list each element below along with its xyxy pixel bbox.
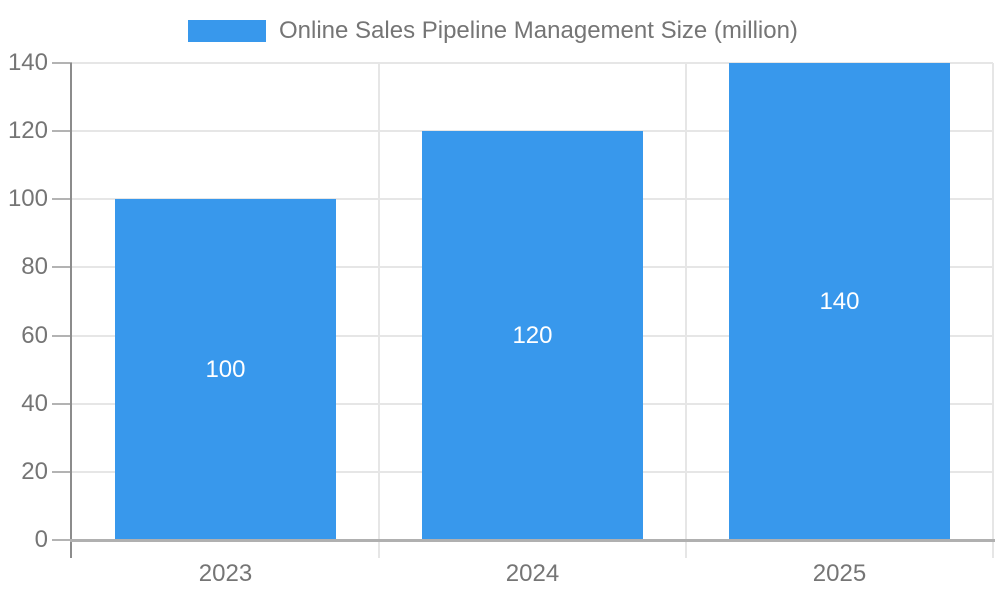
legend-color-swatch bbox=[188, 20, 266, 42]
category-boundary-line bbox=[378, 63, 380, 558]
bar: 120 bbox=[421, 131, 643, 540]
y-axis-tick bbox=[52, 130, 72, 133]
y-axis-tick bbox=[52, 266, 72, 269]
category-boundary-line bbox=[685, 63, 687, 558]
category-boundary-line bbox=[992, 63, 994, 558]
y-axis-line bbox=[70, 63, 72, 558]
y-axis-tick-label: 60 bbox=[21, 321, 48, 349]
y-axis-tick-label: 20 bbox=[21, 457, 48, 485]
y-axis-tick-label: 120 bbox=[7, 117, 48, 145]
bar-value-label: 100 bbox=[205, 355, 246, 383]
y-axis-tick-label: 0 bbox=[34, 526, 48, 553]
bar: 140 bbox=[728, 63, 950, 540]
x-axis-baseline bbox=[70, 539, 995, 542]
y-axis-tick-label: 140 bbox=[7, 49, 48, 76]
y-gridline bbox=[72, 62, 993, 64]
y-axis-tick bbox=[52, 334, 72, 337]
x-axis-tick-label: 2024 bbox=[505, 560, 560, 587]
y-axis-tick bbox=[52, 539, 72, 541]
legend-series-label: Online Sales Pipeline Management Size (m… bbox=[279, 17, 798, 44]
y-axis-tick bbox=[52, 198, 72, 201]
y-axis-tick bbox=[52, 402, 72, 405]
y-axis-tick bbox=[52, 470, 72, 473]
y-axis-tick-label: 40 bbox=[21, 389, 48, 417]
y-axis-tick bbox=[52, 62, 72, 64]
x-axis-tick-label: 2025 bbox=[812, 560, 867, 587]
y-axis-tick-label: 100 bbox=[7, 185, 48, 213]
bar: 100 bbox=[114, 199, 336, 540]
chart-legend: Online Sales Pipeline Management Size (m… bbox=[188, 17, 798, 45]
bar-value-label: 140 bbox=[819, 287, 860, 315]
bar-value-label: 120 bbox=[512, 321, 553, 349]
y-axis-tick-label: 80 bbox=[21, 253, 48, 281]
x-axis-tick-label: 2023 bbox=[198, 560, 253, 587]
